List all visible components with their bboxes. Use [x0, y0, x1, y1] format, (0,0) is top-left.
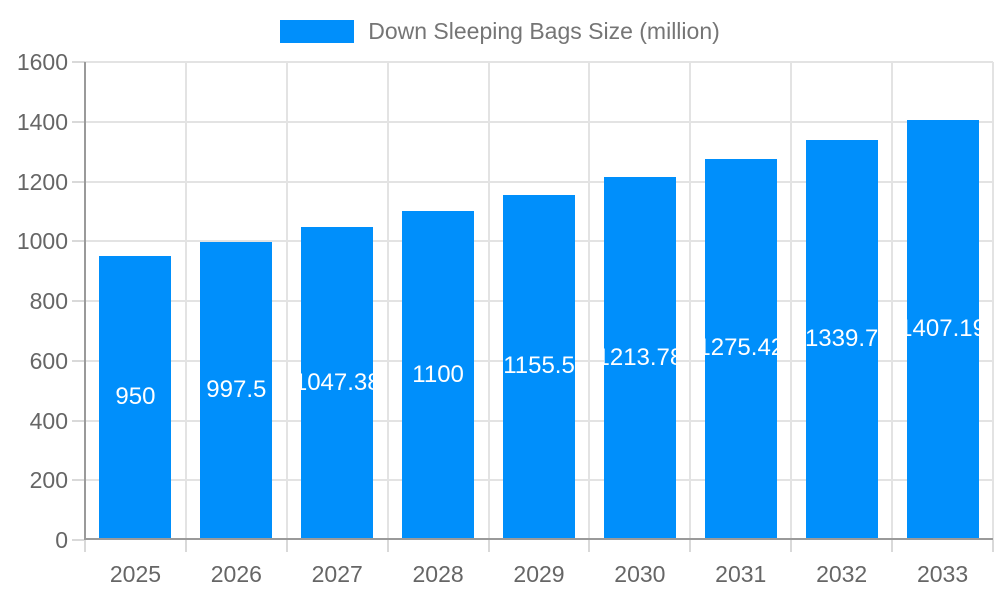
x-axis-line [84, 538, 993, 540]
x-axis-tick [891, 540, 894, 552]
bar[interactable]: 1339.7 [805, 139, 878, 538]
x-axis-tick-label: 2032 [816, 561, 868, 587]
v-gridline [588, 62, 591, 540]
v-gridline [386, 62, 389, 540]
y-axis-tick-label: 600 [29, 347, 68, 374]
y-axis-tick [72, 240, 85, 243]
plot-area: 0 200 400 600 800 1000 1200 1400 1600 950 997.5 104… [17, 49, 994, 587]
bar-value-label: 997.5 [206, 375, 267, 403]
y-axis-tick-label: 400 [29, 407, 68, 434]
x-axis-tick-label: 2025 [109, 561, 162, 587]
x-axis-tick-label: 2030 [614, 561, 666, 587]
bar[interactable]: 1407.19 [906, 119, 979, 538]
v-gridline [487, 62, 490, 540]
bar-value-label: 1155.5 [503, 352, 575, 380]
y-axis-tick [72, 479, 85, 482]
v-gridline [790, 62, 793, 540]
bar[interactable]: 1047.38 [301, 227, 374, 538]
x-axis-tick [689, 540, 692, 552]
bar[interactable]: 1100 [402, 211, 475, 538]
y-axis-tick-label: 1600 [16, 49, 68, 75]
h-gridline [85, 180, 993, 183]
v-gridline [689, 62, 692, 540]
y-axis-tick-label: 200 [29, 467, 68, 494]
x-axis-tick [992, 540, 994, 552]
legend-swatch [280, 20, 355, 43]
y-axis-tick [72, 539, 85, 541]
x-axis-tick-label: 2026 [210, 561, 262, 587]
v-gridline [184, 62, 187, 540]
y-axis-tick-label: 1000 [16, 228, 68, 255]
bar-value-label: 1047.38 [301, 368, 373, 396]
x-axis-tick [84, 540, 86, 552]
x-axis-tick [487, 540, 490, 552]
bar[interactable]: 1155.5 [503, 194, 575, 538]
v-gridline [891, 62, 894, 540]
x-axis-tick [588, 540, 591, 552]
h-gridline [85, 61, 993, 63]
y-axis-line [84, 62, 86, 540]
x-axis-tick-label: 2031 [715, 561, 767, 587]
bar[interactable]: 1275.42 [704, 158, 777, 538]
bar[interactable]: 997.5 [200, 241, 273, 538]
y-axis-tick-label: 1200 [16, 168, 68, 195]
bar[interactable]: 1213.78 [603, 177, 676, 538]
x-axis-tick [285, 540, 288, 552]
y-axis-tick-label: 0 [55, 527, 68, 553]
bar[interactable]: 950 [99, 256, 172, 538]
bar-value-label: 1339.7 [805, 324, 878, 352]
y-axis-tick-label: 1400 [16, 108, 68, 135]
legend-item[interactable]: Down Sleeping Bags Size (million) [0, 19, 1000, 44]
bar-value-label: 1275.42 [705, 334, 777, 362]
h-gridline [85, 120, 993, 123]
v-gridline [992, 62, 994, 540]
x-axis-tick-label: 2033 [916, 561, 969, 587]
x-axis-tick [790, 540, 793, 552]
y-axis-tick [72, 180, 85, 183]
x-axis-tick-label: 2028 [412, 561, 464, 587]
bar-value-label: 1100 [412, 360, 464, 388]
x-axis-tick-label: 2027 [311, 561, 363, 587]
y-axis-tick [72, 300, 85, 302]
x-axis-tick [386, 540, 389, 552]
y-axis-tick [72, 120, 85, 123]
bar-value-label: 1213.78 [604, 343, 676, 371]
y-axis-tick [72, 419, 85, 422]
y-axis-tick [72, 61, 85, 63]
v-gridline [285, 62, 288, 540]
y-axis-tick-label: 800 [29, 288, 68, 314]
bar-value-label: 1407.19 [907, 314, 979, 342]
bar-value-label: 950 [115, 383, 156, 411]
x-axis-tick-label: 2029 [513, 561, 565, 587]
y-axis-tick [72, 359, 85, 362]
x-axis-tick [184, 540, 187, 552]
legend-label: Down Sleeping Bags Size (million) [368, 18, 720, 44]
